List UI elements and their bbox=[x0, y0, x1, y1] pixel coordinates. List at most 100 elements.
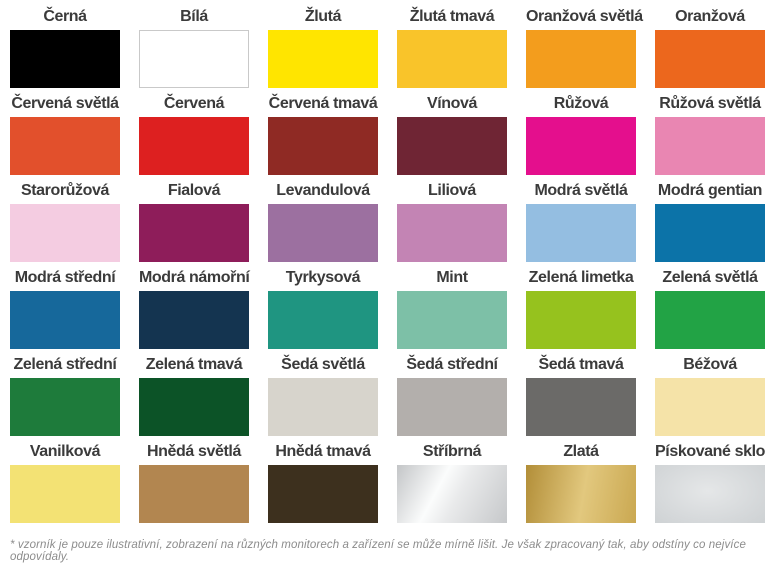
swatch-label: Šedá střední bbox=[406, 356, 498, 373]
swatch-cell: Bílá bbox=[139, 4, 249, 88]
color-swatch bbox=[526, 30, 636, 88]
color-swatch bbox=[10, 378, 120, 436]
swatch-label: Modrá gentian bbox=[657, 182, 763, 199]
color-swatch bbox=[655, 204, 765, 262]
swatch-cell: Vanilková bbox=[10, 439, 120, 523]
swatch-cell: Vínová bbox=[397, 91, 507, 175]
swatch-label: Zelená střední bbox=[13, 356, 117, 373]
swatch-label: Tyrkysová bbox=[285, 269, 361, 286]
color-swatch bbox=[526, 204, 636, 262]
swatch-cell: Béžová bbox=[655, 352, 765, 436]
swatch-label: Mint bbox=[436, 269, 468, 286]
swatch-cell: Červená bbox=[139, 91, 249, 175]
swatch-cell: Stříbrná bbox=[397, 439, 507, 523]
swatch-cell: Šedá světlá bbox=[268, 352, 378, 436]
color-swatch bbox=[655, 465, 765, 523]
swatch-cell: Zelená limetka bbox=[526, 265, 636, 349]
swatch-cell: Zelená střední bbox=[10, 352, 120, 436]
color-swatch bbox=[268, 378, 378, 436]
swatch-label: Modrá střední bbox=[14, 269, 116, 286]
swatch-cell: Mint bbox=[397, 265, 507, 349]
swatch-label: Červená tmavá bbox=[268, 95, 378, 112]
disclaimer-footnote: * vzorník je pouze ilustrativní, zobraze… bbox=[10, 539, 746, 563]
swatch-cell: Hnědá světlá bbox=[139, 439, 249, 523]
swatch-cell: Hnědá tmavá bbox=[268, 439, 378, 523]
swatch-cell: Modrá námořní bbox=[139, 265, 250, 349]
swatch-label: Růžová světlá bbox=[659, 95, 761, 112]
color-swatch bbox=[397, 117, 507, 175]
swatch-label: Žlutá bbox=[304, 8, 342, 25]
color-swatch bbox=[10, 291, 120, 349]
swatch-label: Vanilková bbox=[29, 443, 101, 460]
swatch-label: Zelená limetka bbox=[528, 269, 634, 286]
swatch-cell: Šedá tmavá bbox=[526, 352, 636, 436]
swatch-label: Vínová bbox=[426, 95, 478, 112]
color-swatch bbox=[397, 378, 507, 436]
swatch-label: Modrá námořní bbox=[139, 269, 250, 286]
color-swatch bbox=[139, 117, 249, 175]
color-swatch bbox=[655, 291, 765, 349]
swatch-label: Žlutá tmavá bbox=[409, 8, 495, 25]
color-swatch bbox=[526, 291, 636, 349]
swatch-cell: Červená světlá bbox=[10, 91, 120, 175]
swatch-label: Pískované sklo bbox=[655, 443, 766, 460]
swatch-label: Starorůžová bbox=[20, 182, 110, 199]
color-swatch bbox=[526, 378, 636, 436]
color-swatch-grid: Černá Bílá Žlutá Žlutá tmavá Oranžová světlá… bbox=[10, 4, 765, 523]
swatch-label: Červená bbox=[163, 95, 225, 112]
swatch-cell: Pískované sklo bbox=[655, 439, 765, 523]
color-swatch bbox=[268, 117, 378, 175]
color-swatch bbox=[655, 30, 765, 88]
swatch-cell: Modrá gentian bbox=[655, 178, 765, 262]
swatch-label: Modrá světlá bbox=[534, 182, 628, 199]
swatch-cell: Starorůžová bbox=[10, 178, 120, 262]
swatch-cell: Zelená tmavá bbox=[139, 352, 249, 436]
swatch-label: Růžová bbox=[553, 95, 609, 112]
color-swatch bbox=[139, 291, 249, 349]
color-swatch bbox=[139, 465, 249, 523]
color-swatch bbox=[397, 465, 507, 523]
swatch-label: Šedá světlá bbox=[281, 356, 365, 373]
color-swatch bbox=[655, 117, 765, 175]
swatch-cell: Oranžová světlá bbox=[526, 4, 643, 88]
color-swatch bbox=[10, 30, 120, 88]
swatch-cell: Oranžová bbox=[655, 4, 765, 88]
swatch-label: Zelená světlá bbox=[662, 269, 758, 286]
color-swatch bbox=[268, 30, 378, 88]
swatch-label: Bílá bbox=[180, 8, 208, 25]
swatch-cell: Žlutá bbox=[268, 4, 378, 88]
swatch-label: Liliová bbox=[428, 182, 476, 199]
color-swatch bbox=[268, 204, 378, 262]
swatch-label: Levandulová bbox=[276, 182, 370, 199]
swatch-cell: Červená tmavá bbox=[268, 91, 378, 175]
swatch-label: Černá bbox=[43, 8, 87, 25]
swatch-label: Zlatá bbox=[563, 443, 599, 460]
color-swatch bbox=[397, 30, 507, 88]
swatch-cell: Růžová bbox=[526, 91, 636, 175]
color-swatch bbox=[397, 291, 507, 349]
color-swatch bbox=[139, 204, 249, 262]
swatch-cell: Modrá světlá bbox=[526, 178, 636, 262]
swatch-cell: Fialová bbox=[139, 178, 249, 262]
color-swatch bbox=[526, 465, 636, 523]
swatch-cell: Černá bbox=[10, 4, 120, 88]
swatch-label: Stříbrná bbox=[422, 443, 482, 460]
swatch-cell: Liliová bbox=[397, 178, 507, 262]
color-swatch bbox=[10, 204, 120, 262]
swatch-cell: Tyrkysová bbox=[268, 265, 378, 349]
swatch-label: Béžová bbox=[683, 356, 737, 373]
color-swatch bbox=[139, 378, 249, 436]
color-swatch bbox=[10, 465, 120, 523]
color-swatch bbox=[397, 204, 507, 262]
swatch-label: Oranžová bbox=[675, 8, 745, 25]
swatch-cell: Šedá střední bbox=[397, 352, 507, 436]
swatch-label: Hnědá tmavá bbox=[275, 443, 371, 460]
swatch-cell: Levandulová bbox=[268, 178, 378, 262]
color-swatch bbox=[268, 465, 378, 523]
color-swatch bbox=[10, 117, 120, 175]
swatch-cell: Růžová světlá bbox=[655, 91, 765, 175]
color-swatch bbox=[655, 378, 765, 436]
swatch-label: Červená světlá bbox=[11, 95, 119, 112]
swatch-label: Hnědá světlá bbox=[147, 443, 241, 460]
color-swatch bbox=[268, 291, 378, 349]
